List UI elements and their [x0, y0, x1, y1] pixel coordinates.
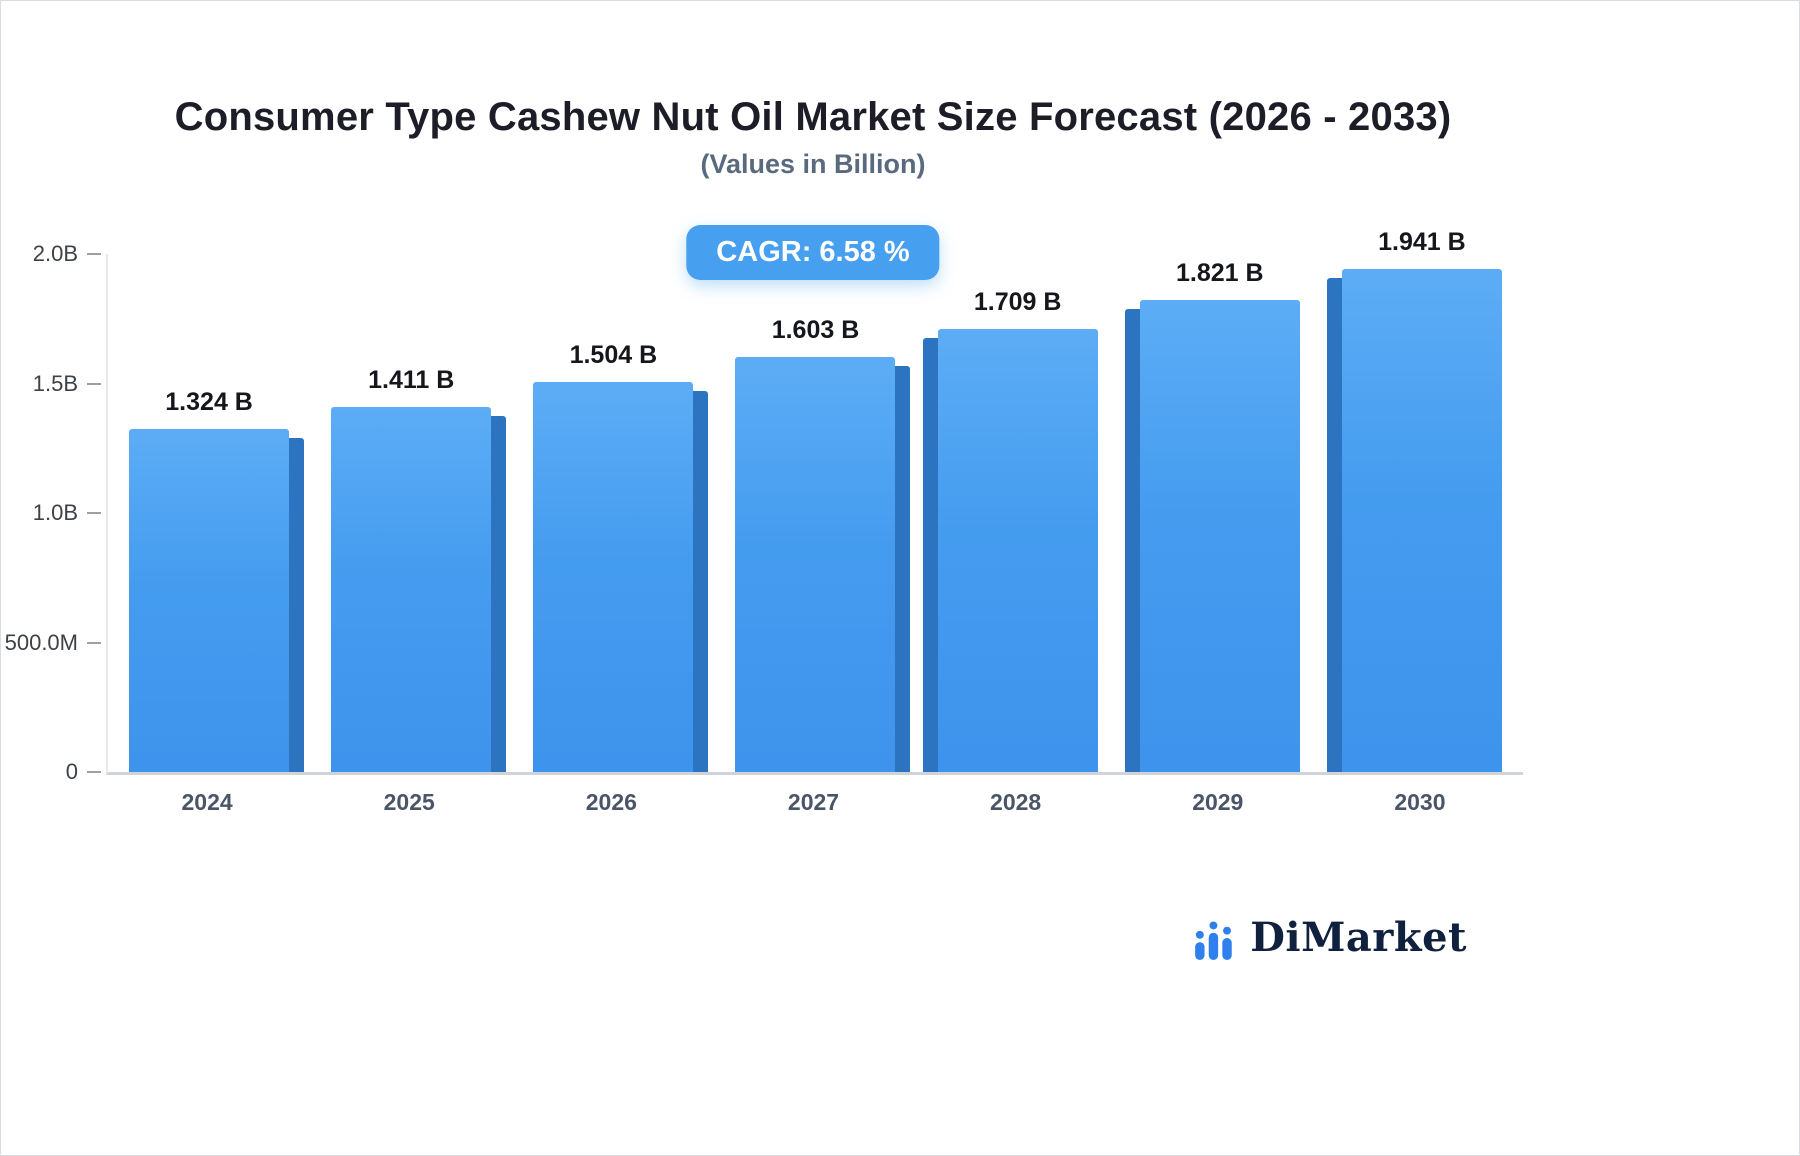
y-axis-tick: 1.5B — [1, 371, 101, 397]
bar-2025[interactable]: 1.411 B — [331, 366, 507, 772]
bar-value-label: 1.504 B — [569, 341, 658, 370]
bar-value-label: 1.411 B — [368, 365, 455, 394]
y-axis-tick-mark — [87, 641, 101, 644]
bar-group-2028: 1.709 B — [917, 288, 1119, 772]
y-axis-tick: 2.0B — [1, 241, 101, 267]
y-axis-tick-label: 0 — [65, 759, 78, 784]
y-axis-tick: 0 — [1, 759, 101, 785]
x-axis-label-2025: 2025 — [383, 789, 435, 815]
x-axis-label-2024: 2024 — [181, 789, 233, 815]
y-axis-tick: 1.0B — [1, 500, 101, 526]
dimarket-logo-icon — [1195, 920, 1232, 960]
bar-side-face — [895, 365, 911, 772]
x-axis-label-2027: 2027 — [787, 789, 840, 815]
y-axis-tick-mark — [87, 382, 101, 385]
bar-2024[interactable]: 1.324 B — [129, 388, 305, 772]
chart-subtitle: (Values in Billion) — [700, 149, 926, 179]
cagr-badge: CAGR: 6.58 % — [686, 225, 940, 280]
y-axis-tick-mark — [87, 771, 101, 773]
y-axis-tick-label: 2.0B — [32, 241, 78, 266]
chart-title: Consumer Type Cashew Nut Oil Market Size… — [174, 95, 1452, 139]
bar-2030[interactable]: 1.941 B — [1326, 228, 1502, 772]
bar-value-label: 1.603 B — [771, 315, 860, 344]
bar-2027[interactable]: 1.603 B — [735, 316, 911, 772]
bar-side-face — [693, 391, 709, 772]
bar-side-face — [1124, 309, 1140, 772]
bar-group-2024: 1.324 B — [108, 388, 310, 772]
x-axis-label-2028: 2028 — [990, 789, 1042, 815]
brand-logo: DiMarket — [1192, 914, 1467, 961]
bar-2029[interactable]: 1.821 B — [1124, 259, 1300, 772]
y-axis-tick-label: 1.0B — [32, 500, 78, 525]
y-axis-tick-mark — [87, 253, 101, 255]
bar-group-2030: 1.941 B — [1321, 228, 1523, 772]
y-axis-tick-mark — [87, 512, 101, 514]
bar-group-2025: 1.411 B — [310, 366, 512, 772]
x-axis-label-2029: 2029 — [1192, 789, 1244, 815]
x-axis-label-2030: 2030 — [1394, 789, 1446, 815]
bar-side-face — [1326, 278, 1342, 772]
bar-value-label: 1.941 B — [1378, 228, 1466, 257]
bar-side-face — [289, 438, 305, 772]
x-axis-row: 2024 2025 2026 2027 2028 2029 2030 — [106, 789, 1521, 816]
y-axis-tick: 500.0M — [1, 630, 101, 656]
bar-value-label: 1.709 B — [973, 288, 1062, 317]
bar-2028[interactable]: 1.709 B — [922, 288, 1098, 772]
x-axis-label-2026: 2026 — [585, 789, 637, 815]
bar-value-label: 1.821 B — [1175, 259, 1264, 288]
plot-area: 1.324 B 1.411 B 1.504 B 1.603 B 1.709 B 1.821… — [106, 228, 1523, 775]
bar-group-2026: 1.504 B — [512, 341, 714, 772]
y-axis-tick-label: 1.5B — [32, 370, 78, 396]
y-axis-tick-label: 500.0M — [4, 629, 78, 655]
bar-2026[interactable]: 1.504 B — [533, 341, 709, 772]
bars-row: 1.324 B 1.411 B 1.504 B 1.603 B 1.709 B 1.821… — [108, 228, 1523, 772]
bar-side-face — [491, 415, 507, 772]
bar-group-2029: 1.821 B — [1119, 259, 1321, 772]
bar-value-label: 1.324 B — [165, 388, 253, 417]
bar-group-2027: 1.603 B — [714, 316, 916, 772]
brand-name: DiMarket — [1250, 914, 1467, 961]
bar-side-face — [922, 338, 938, 772]
